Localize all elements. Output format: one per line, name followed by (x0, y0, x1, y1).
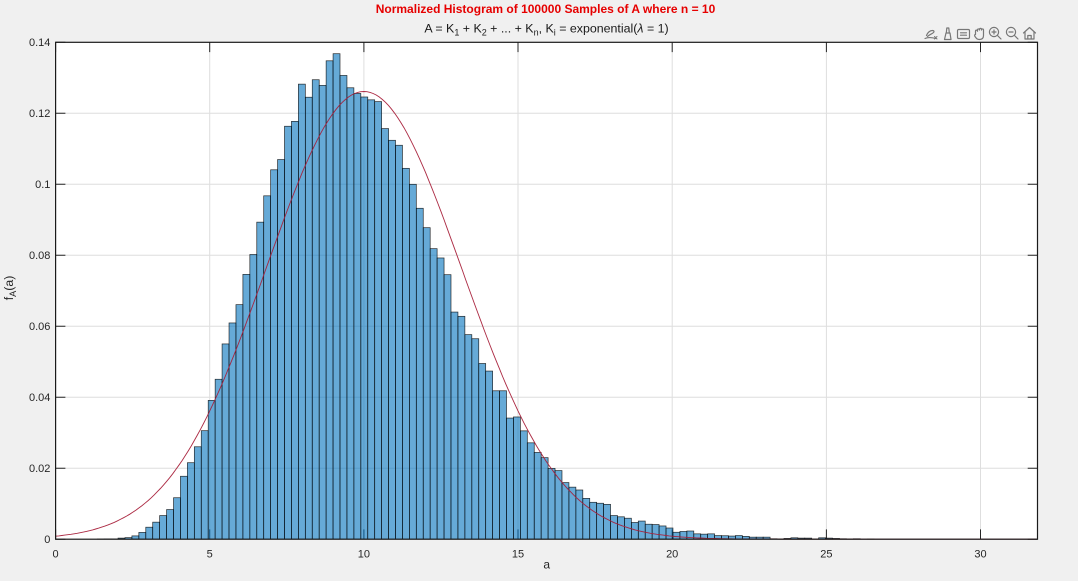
svg-text:0.02: 0.02 (29, 463, 50, 475)
svg-text:0.1: 0.1 (35, 179, 50, 191)
svg-text:A = K1 + K2 + ... + Kn, Ki = e: A = K1 + K2 + ... + Kn, Ki = exponential… (424, 21, 668, 37)
svg-text:0: 0 (44, 534, 50, 546)
svg-text:20: 20 (666, 548, 678, 560)
svg-text:a: a (543, 558, 550, 572)
svg-text:25: 25 (820, 548, 832, 560)
svg-text:Normalized Histogram of 100000: Normalized Histogram of 100000 Samples o… (376, 2, 716, 16)
svg-text:0.06: 0.06 (29, 321, 50, 333)
svg-text:0.08: 0.08 (29, 250, 50, 262)
svg-text:10: 10 (358, 548, 370, 560)
svg-text:0.14: 0.14 (29, 37, 50, 49)
svg-text:0.12: 0.12 (29, 108, 50, 120)
svg-text:0: 0 (53, 548, 59, 560)
svg-text:15: 15 (512, 548, 524, 560)
svg-text:0.04: 0.04 (29, 392, 50, 404)
svg-text:5: 5 (207, 548, 213, 560)
svg-text:30: 30 (974, 548, 986, 560)
